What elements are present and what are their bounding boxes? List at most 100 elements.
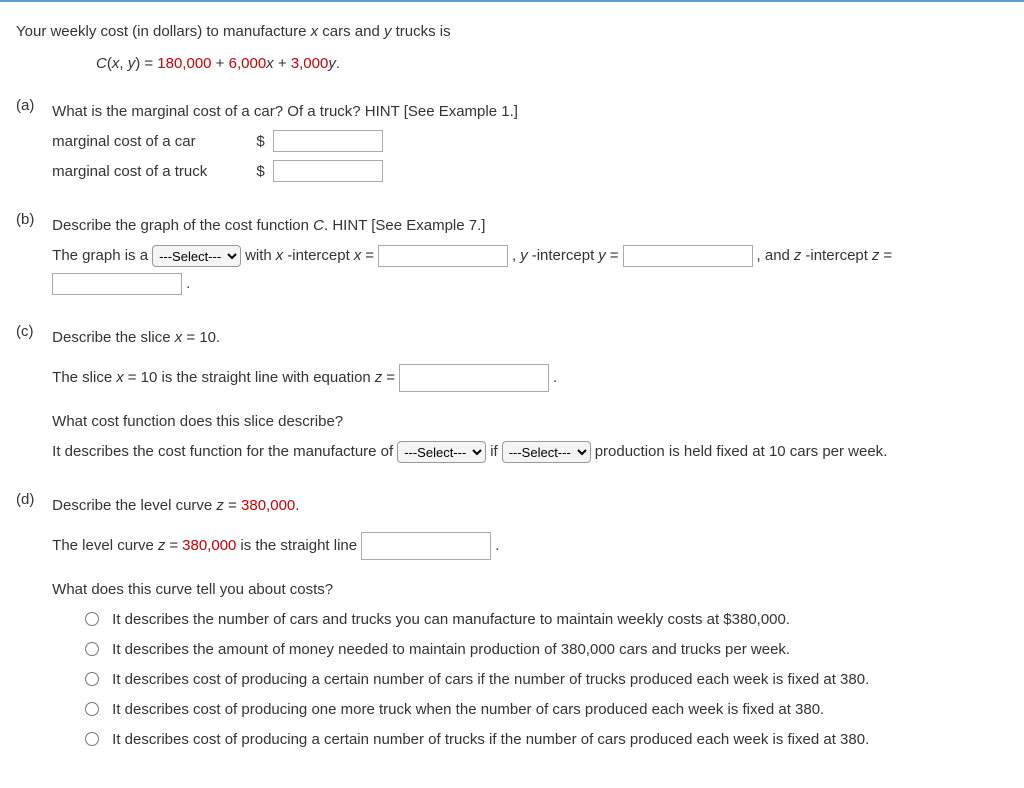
c-line1-pre: The slice xyxy=(52,366,112,390)
part-a-question: What is the marginal cost of a car? Of a… xyxy=(52,100,1004,124)
marginal-car-input[interactable] xyxy=(273,130,383,152)
zint-eq: = xyxy=(883,244,892,268)
part-a: (a) What is the marginal cost of a car? … xyxy=(16,94,1008,190)
d-q-eq: = xyxy=(224,497,241,514)
part-b-period: . xyxy=(186,272,190,296)
xint-var: x xyxy=(354,244,362,268)
radio-label-0: It describes the number of cars and truc… xyxy=(112,608,790,632)
graph-type-select[interactable]: ---Select--- xyxy=(152,245,241,267)
c-line1-z: z xyxy=(375,366,383,390)
intro-pre: Your weekly cost (in dollars) to manufac… xyxy=(16,23,311,40)
part-a-row2: marginal cost of a truck $ xyxy=(52,160,1004,184)
part-d-q2: What does this curve tell you about cost… xyxy=(52,578,1004,602)
radio-label-4: It describes cost of producing a certain… xyxy=(112,728,869,752)
part-c-line1: The slice x = 10 is the straight line wi… xyxy=(52,364,1004,392)
y-intercept-input[interactable] xyxy=(623,245,753,267)
dollar-sign-2: $ xyxy=(246,163,268,180)
yint-pre: y xyxy=(520,244,528,268)
part-b: (b) Describe the graph of the cost funct… xyxy=(16,208,1008,302)
marginal-truck-label: marginal cost of a truck xyxy=(52,160,242,184)
formula-c2: 3,000 xyxy=(291,55,329,72)
level-curve-input[interactable] xyxy=(361,532,491,560)
zint-pre: z xyxy=(794,244,802,268)
part-c-q-pre: Describe the slice xyxy=(52,329,175,346)
part-b-label: (b) xyxy=(16,208,48,232)
xint-pre: x xyxy=(276,244,284,268)
c-line1-x: x xyxy=(116,366,124,390)
formula-comma: , xyxy=(119,55,127,72)
radio-option-1[interactable] xyxy=(85,642,99,656)
part-c-q2: What cost function does this slice descr… xyxy=(52,410,1004,434)
d-line1-val: 380,000 xyxy=(182,534,236,558)
cost-formula: C(x, y) = 180,000 + 6,000x + 3,000y. xyxy=(16,52,1008,76)
part-c-label: (c) xyxy=(16,320,48,344)
radio-option-4[interactable] xyxy=(85,732,99,746)
radio-option-2[interactable] xyxy=(85,672,99,686)
production-select[interactable]: ---Select--- xyxy=(502,441,591,463)
c-line1-eq: = xyxy=(386,366,395,390)
part-d-question: Describe the level curve z = 380,000. xyxy=(52,494,1004,518)
slice-equation-input[interactable] xyxy=(399,364,549,392)
part-b-q-c: C xyxy=(313,217,324,234)
x-intercept-input[interactable] xyxy=(378,245,508,267)
formula-c1: 6,000 xyxy=(229,55,267,72)
radio-row-2: It describes cost of producing a certain… xyxy=(80,668,1004,692)
part-a-row1: marginal cost of a car $ xyxy=(52,130,1004,154)
part-d-options: It describes the number of cars and truc… xyxy=(52,608,1004,752)
manufacture-select[interactable]: ---Select--- xyxy=(397,441,486,463)
c-line2-pre: It describes the cost function for the m… xyxy=(52,440,393,464)
radio-row-1: It describes the amount of money needed … xyxy=(80,638,1004,662)
d-q-val: 380,000 xyxy=(241,497,295,514)
zint-txt: -intercept xyxy=(805,244,868,268)
c-line2-if: if xyxy=(490,440,498,464)
formula-c0: 180,000 xyxy=(157,55,211,72)
intro-x: x xyxy=(311,23,319,40)
part-c: (c) Describe the slice x = 10. The slice… xyxy=(16,320,1008,470)
formula-plus1: + xyxy=(212,55,229,72)
part-a-label: (a) xyxy=(16,94,48,118)
part-c-line2: It describes the cost function for the m… xyxy=(52,440,1004,464)
dollar-sign-1: $ xyxy=(246,133,268,150)
radio-label-2: It describes cost of producing a certain… xyxy=(112,668,869,692)
comma-z: , and xyxy=(757,244,790,268)
part-b-question: Describe the graph of the cost function … xyxy=(52,214,1004,238)
c-line2-post: production is held fixed at 10 cars per … xyxy=(595,440,888,464)
part-d-line1: The level curve z = 380,000 is the strai… xyxy=(52,532,1004,560)
formula-yterm: y xyxy=(328,55,336,72)
part-b-q-post: . HINT [See Example 7.] xyxy=(324,217,485,234)
radio-row-3: It describes cost of producing one more … xyxy=(80,698,1004,722)
c-line1-mid: = 10 is the straight line with equation xyxy=(128,366,371,390)
radio-label-1: It describes the amount of money needed … xyxy=(112,638,790,662)
intro-post: trucks is xyxy=(391,23,450,40)
d-q-z: z xyxy=(216,497,224,514)
radio-option-0[interactable] xyxy=(85,612,99,626)
d-line1-eq: = xyxy=(169,534,178,558)
part-b-answer-row: The graph is a ---Select--- with x -inter… xyxy=(52,244,1004,296)
part-b-pre: The graph is a xyxy=(52,244,148,268)
part-b-with: with xyxy=(245,244,272,268)
intro-line: Your weekly cost (in dollars) to manufac… xyxy=(16,20,1008,44)
radio-row-4: It describes cost of producing a certain… xyxy=(80,728,1004,752)
radio-row-0: It describes the number of cars and truc… xyxy=(80,608,1004,632)
zint-var: z xyxy=(872,244,880,268)
intro-mid: cars and xyxy=(318,23,384,40)
c-line1-period: . xyxy=(553,366,557,390)
d-line1-z: z xyxy=(158,534,166,558)
xint-eq: = xyxy=(365,244,374,268)
part-d-label: (d) xyxy=(16,488,48,512)
formula-xterm: x xyxy=(266,55,274,72)
radio-option-3[interactable] xyxy=(85,702,99,716)
d-line1-pre: The level curve xyxy=(52,534,154,558)
formula-c: C xyxy=(96,55,107,72)
part-c-q-post: = 10. xyxy=(182,329,220,346)
formula-period: . xyxy=(336,55,340,72)
d-line1-period: . xyxy=(495,534,499,558)
z-intercept-input[interactable] xyxy=(52,273,182,295)
yint-var: y xyxy=(598,244,606,268)
formula-close: ) = xyxy=(135,55,157,72)
marginal-truck-input[interactable] xyxy=(273,160,383,182)
yint-eq: = xyxy=(610,244,619,268)
d-q-period: . xyxy=(295,497,299,514)
comma-y: , xyxy=(512,244,516,268)
d-line1-post: is the straight line xyxy=(240,534,357,558)
